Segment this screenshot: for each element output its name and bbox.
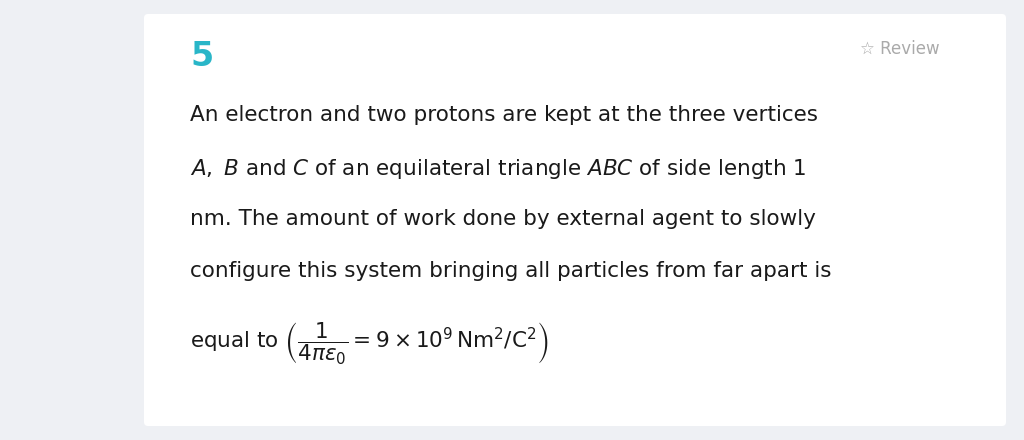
- Text: equal to $\left(\dfrac{1}{4\pi\varepsilon_0} = 9 \times 10^9 \, \mathrm{Nm^2/C^2: equal to $\left(\dfrac{1}{4\pi\varepsilo…: [190, 321, 549, 367]
- Text: $A,$ $B$ and $C$ of an equilateral triangle $ABC$ of side length 1: $A,$ $B$ and $C$ of an equilateral trian…: [190, 157, 806, 181]
- Text: An electron and two protons are kept at the three vertices: An electron and two protons are kept at …: [190, 105, 818, 125]
- FancyBboxPatch shape: [144, 14, 1006, 426]
- Text: ☆ Review: ☆ Review: [860, 40, 940, 58]
- Text: nm. The amount of work done by external agent to slowly: nm. The amount of work done by external …: [190, 209, 816, 229]
- Text: configure this system bringing all particles from far apart is: configure this system bringing all parti…: [190, 261, 831, 281]
- Text: 5: 5: [190, 40, 213, 73]
